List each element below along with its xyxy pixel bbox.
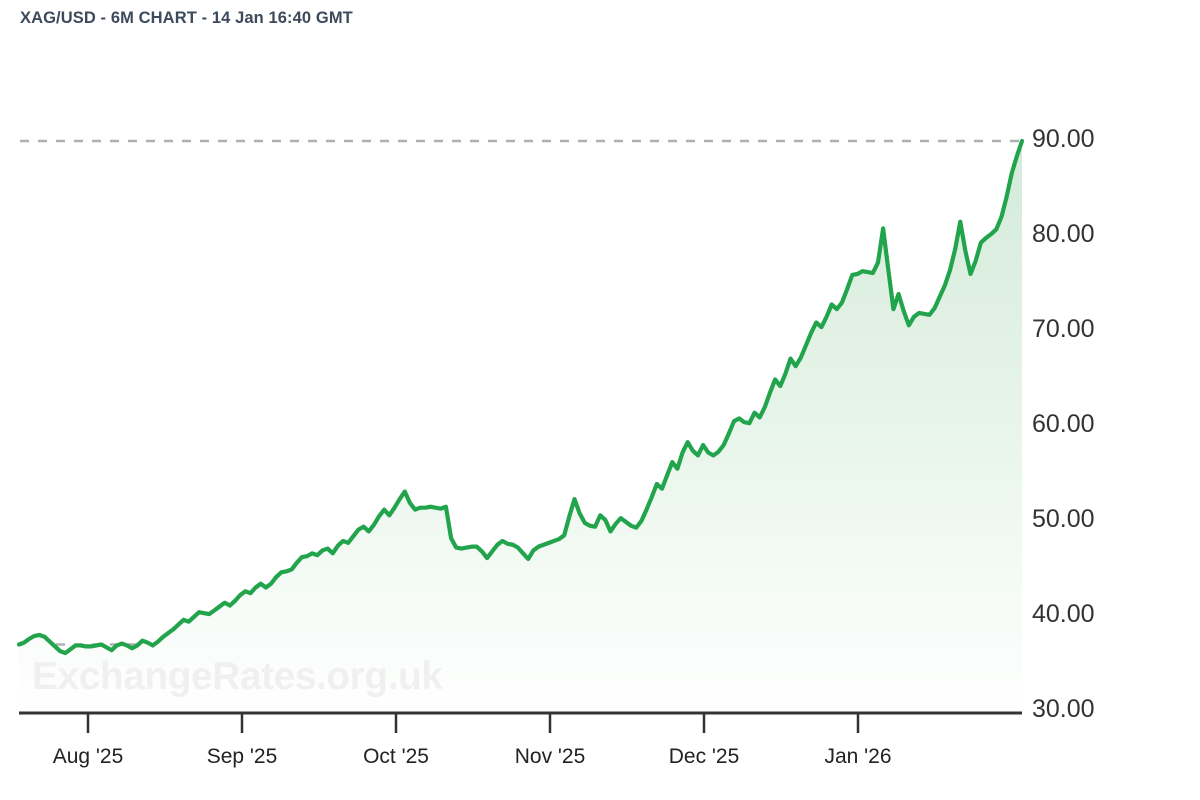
y-axis-tick-label: 90.00 <box>1032 125 1095 153</box>
y-axis-tick-label: 70.00 <box>1032 315 1095 343</box>
y-axis-tick-label: 60.00 <box>1032 410 1095 438</box>
x-axis-tick-label: Sep '25 <box>206 745 278 768</box>
x-axis-tick-label: Dec '25 <box>668 745 740 768</box>
x-axis-tick-label: Nov '25 <box>514 745 586 768</box>
x-axis-tick-label: Jan '26 <box>824 745 892 768</box>
series-line <box>16 138 1025 656</box>
x-axis-tick-label: Oct '25 <box>363 745 429 768</box>
x-axis-ticks <box>86 713 860 733</box>
y-axis-tick-label: 40.00 <box>1032 600 1095 628</box>
x-axis-tick-label: Aug '25 <box>52 745 124 768</box>
y-axis-tick-label: 30.00 <box>1032 695 1095 723</box>
chart-title: XAG/USD - 6M CHART - 14 Jan 16:40 GMT <box>20 9 353 27</box>
y-axis-tick-label: 50.00 <box>1032 505 1095 533</box>
y-axis-tick-label: 80.00 <box>1032 220 1095 248</box>
series-area-fill <box>19 141 1022 713</box>
watermark-text: ExchangeRates.org.uk <box>32 655 443 698</box>
